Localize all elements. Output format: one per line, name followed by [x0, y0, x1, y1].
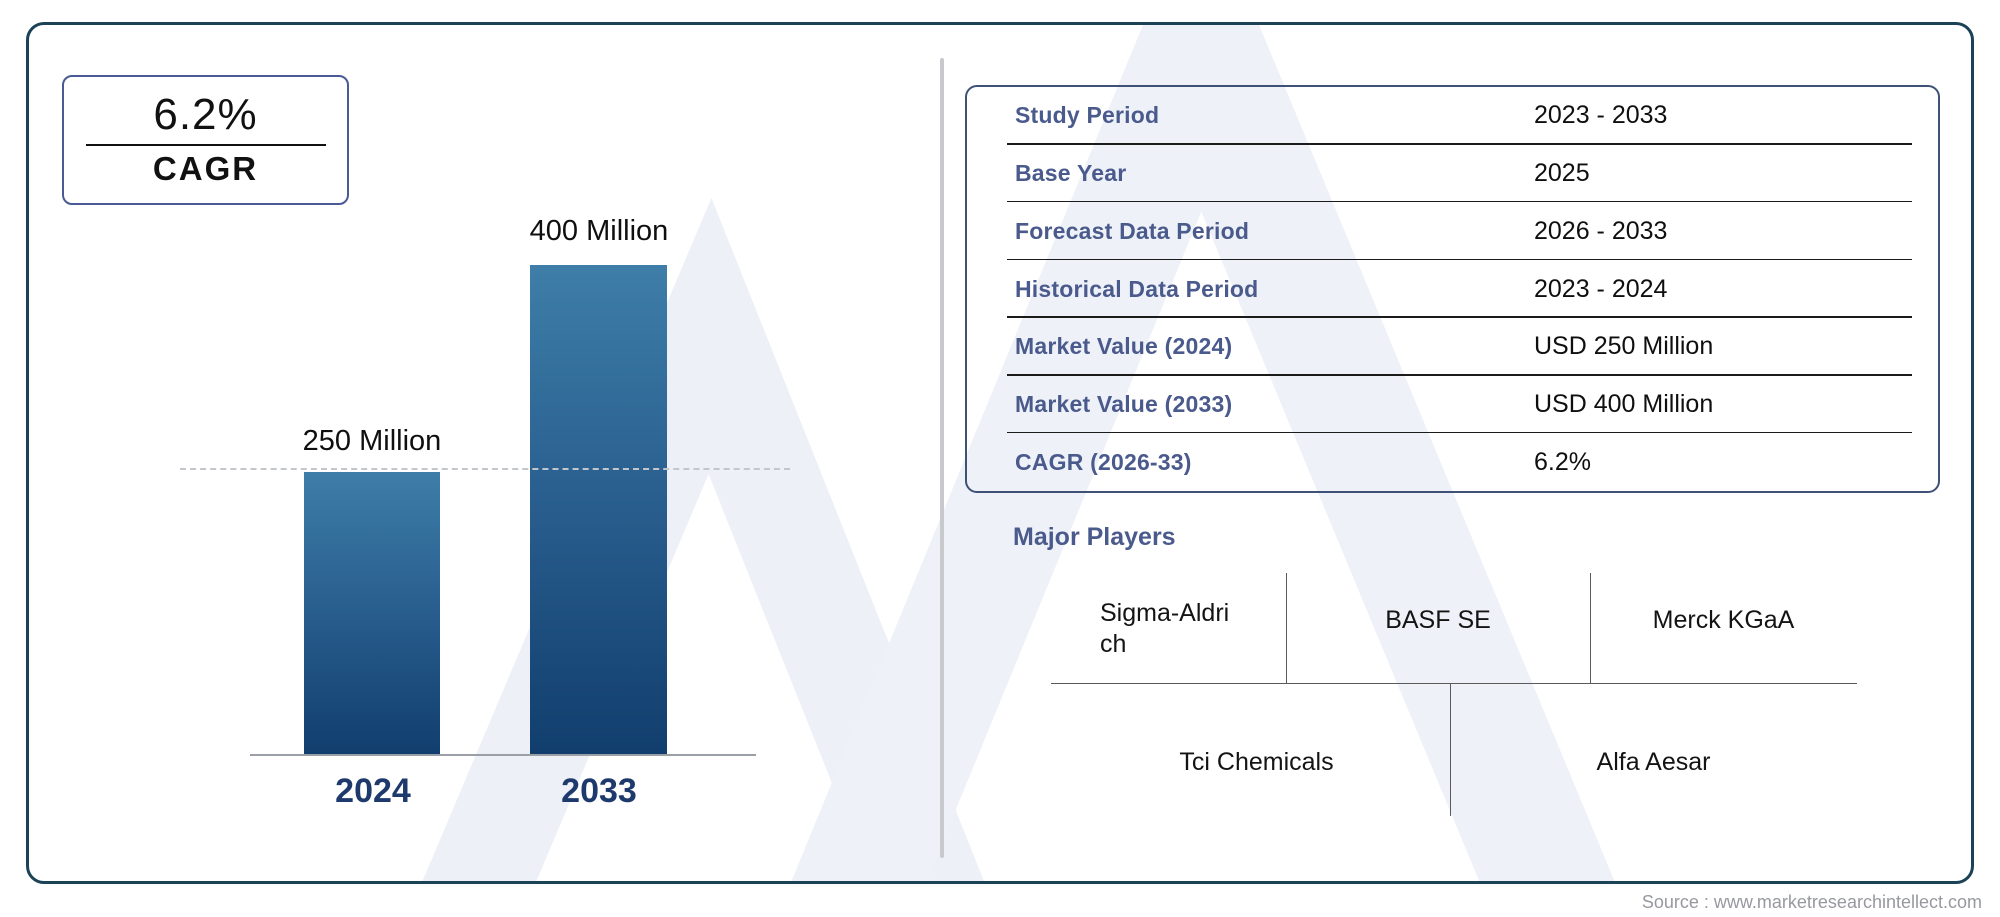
- player-tci-chemicals: Tci Chemicals: [1179, 748, 1334, 776]
- row-label: Forecast Data Period: [1015, 217, 1250, 244]
- table-row: CAGR (2026-33) 6.2%: [967, 433, 1938, 491]
- row-label: Study Period: [1015, 102, 1160, 129]
- table-row: Forecast Data Period 2026 - 2033: [967, 202, 1938, 261]
- players-grid-vline-1: [1286, 573, 1288, 683]
- players-grid-vline-2: [1590, 573, 1592, 683]
- reference-dashed-line: [180, 468, 790, 470]
- x-tick-2024: 2024: [335, 772, 411, 810]
- cagr-label: CAGR: [152, 149, 259, 187]
- row-separator: [1007, 143, 1912, 145]
- players-grid-vline-3: [1450, 683, 1452, 816]
- row-separator: [1007, 316, 1912, 318]
- table-row: Base Year 2025: [967, 145, 1938, 203]
- source-attribution: Source : www.marketresearchintellect.com: [1641, 892, 1982, 912]
- major-players-heading: Major Players: [1013, 523, 1176, 551]
- row-value: USD 400 Million: [1534, 389, 1714, 418]
- cagr-badge: 6.2% CAGR: [62, 75, 349, 205]
- row-separator: [1007, 431, 1912, 434]
- table-row: Market Value (2024) USD 250 Million: [967, 318, 1938, 376]
- row-value: 2025: [1534, 159, 1590, 188]
- row-label: CAGR (2026-33): [1015, 448, 1192, 475]
- player-alfa-aesar: Alfa Aesar: [1596, 748, 1711, 776]
- x-axis-line: [250, 754, 756, 756]
- row-label: Market Value (2033): [1015, 390, 1233, 417]
- bar-value-label-2024: 250 Million: [302, 425, 442, 457]
- table-row: Market Value (2033) USD 400 Million: [967, 376, 1938, 434]
- player-basf-se: BASF SE: [1385, 606, 1491, 634]
- row-separator: [1007, 374, 1912, 376]
- study-info-table: Study Period 2023 - 2033 Base Year 2025 …: [965, 85, 1940, 493]
- players-grid-hline: [1051, 683, 1857, 685]
- table-row: Study Period 2023 - 2033: [967, 87, 1938, 145]
- cagr-value: 6.2%: [153, 90, 258, 140]
- bar-2033: [530, 265, 667, 755]
- row-value: 2023 - 2024: [1534, 274, 1668, 303]
- row-value: 2023 - 2033: [1534, 101, 1668, 130]
- row-label: Base Year: [1015, 160, 1127, 187]
- bar-2024: [304, 472, 440, 755]
- table-row: Historical Data Period 2023 - 2024: [967, 260, 1938, 318]
- bar-value-label-2033: 400 Million: [529, 215, 669, 247]
- x-tick-2033: 2033: [561, 772, 637, 810]
- row-label: Market Value (2024): [1015, 333, 1233, 360]
- row-separator: [1007, 258, 1912, 261]
- row-value: 6.2%: [1534, 447, 1591, 476]
- row-value: USD 250 Million: [1534, 332, 1714, 361]
- cagr-divider-line: [85, 144, 326, 146]
- row-separator: [1007, 200, 1912, 203]
- row-value: 2026 - 2033: [1534, 216, 1668, 245]
- section-divider: [940, 58, 944, 858]
- player-sigma-aldrich: Sigma-Aldrich: [1100, 599, 1230, 659]
- row-label: Historical Data Period: [1015, 275, 1259, 302]
- player-merck-kgaa: Merck KGaA: [1652, 606, 1795, 634]
